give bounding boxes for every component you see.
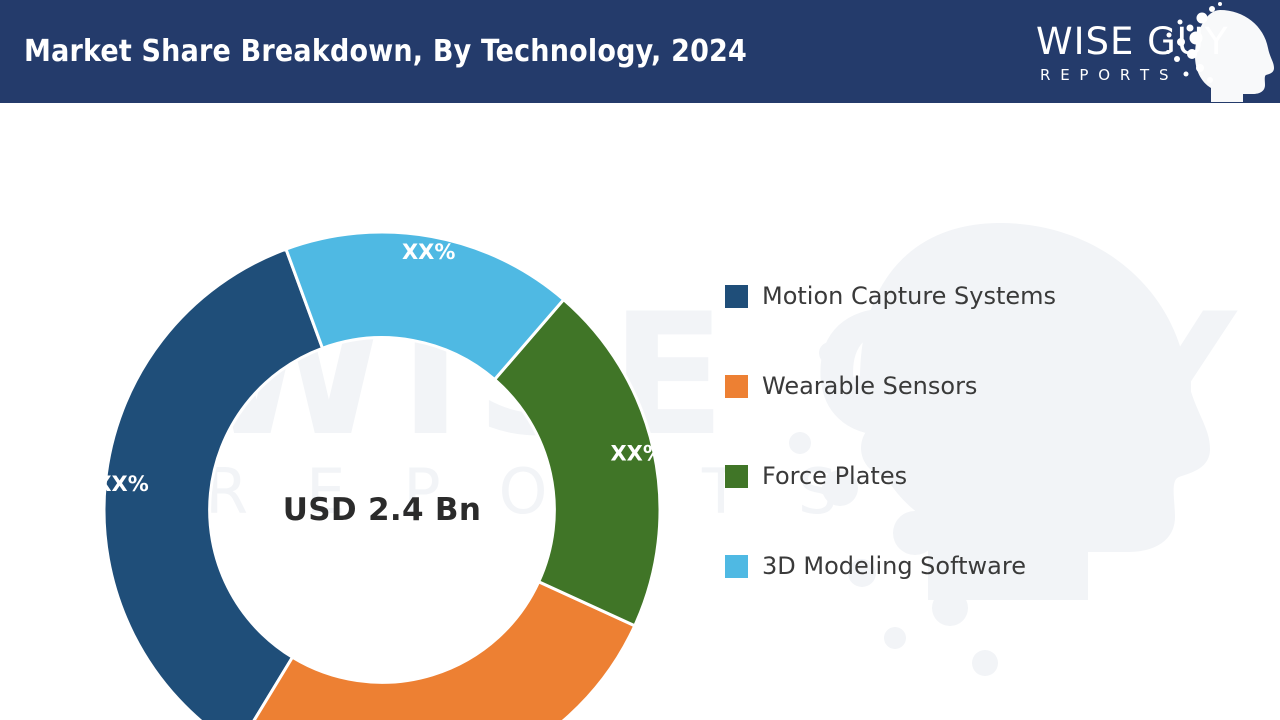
legend-swatch-icon: [725, 464, 748, 488]
legend-item-wearable-sensors[interactable]: Wearable Sensors: [725, 341, 1205, 431]
legend-item-label: Force Plates: [762, 462, 908, 490]
donut-slice-labels: XX%34.8%XX%XX%: [97, 240, 664, 496]
page-title: Market Share Breakdown, By Technology, 2…: [24, 34, 748, 69]
legend-swatch-icon: [725, 284, 748, 308]
donut-slice-label: XX%: [402, 240, 455, 264]
page-header: Market Share Breakdown, By Technology, 2…: [0, 0, 1280, 103]
chart-body: WISE GUY REPORTS XX%34.: [0, 103, 1280, 720]
legend-item-motion-capture-systems[interactable]: Motion Capture Systems: [725, 251, 1205, 341]
legend-item-label: 3D Modeling Software: [762, 552, 1026, 580]
donut-slice-label: XX%: [97, 472, 149, 496]
donut-slice[interactable]: [492, 297, 662, 628]
donut-slice[interactable]: [238, 579, 637, 720]
legend-item-label: Wearable Sensors: [762, 372, 978, 400]
donut-slice[interactable]: [102, 247, 325, 720]
donut-slice-label: XX%: [610, 441, 663, 465]
legend-swatch-icon: [725, 554, 748, 578]
legend-item-3d-modeling-software[interactable]: 3D Modeling Software: [725, 521, 1205, 611]
legend-item-force-plates[interactable]: Force Plates: [725, 431, 1205, 521]
donut-slices: [102, 230, 662, 720]
donut-chart-svg: XX%34.8%XX%XX%: [97, 230, 664, 720]
donut-chart: XX%34.8%XX%XX% USD 2.4 Bn: [97, 225, 667, 720]
logo-wordmark-line2: R E P O R T S: [1040, 66, 1171, 84]
donut-slice[interactable]: [284, 230, 566, 382]
wise-guy-reports-logo: WISE GUY R E P O R T S: [1036, 1, 1274, 102]
legend-item-label: Motion Capture Systems: [762, 282, 1057, 310]
legend-swatch-icon: [725, 374, 748, 398]
chart-legend: Motion Capture Systems Wearable Sensors …: [725, 251, 1205, 611]
logo-head-icon: [1166, 1, 1274, 102]
